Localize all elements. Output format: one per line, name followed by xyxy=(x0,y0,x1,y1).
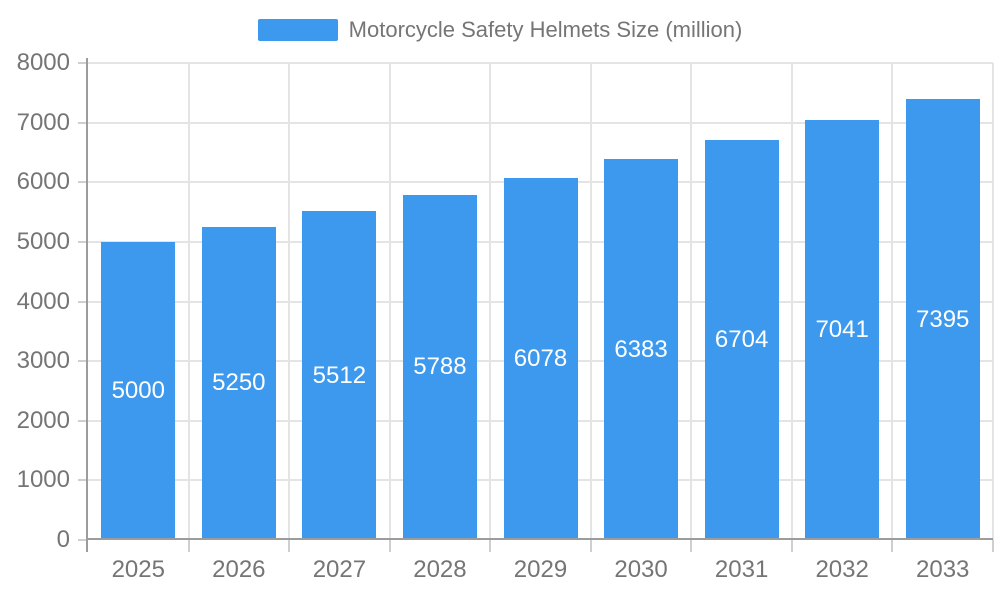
bar-value-label: 5250 xyxy=(212,369,266,397)
y-axis-tick-label: 4000 xyxy=(16,287,70,315)
vertical-gridline xyxy=(589,63,592,540)
x-axis-category-label: 2032 xyxy=(815,556,869,583)
bar-2028[interactable]: 5788 xyxy=(402,194,477,540)
y-axis-tick-label: 6000 xyxy=(16,168,70,196)
bar-value-label: 5788 xyxy=(413,353,467,381)
plot-area: 5000 5250 5512 5788 6078 6383 6704 7041 7395 xyxy=(78,58,994,552)
y-axis-line xyxy=(86,58,88,552)
y-axis-tick-label: 3000 xyxy=(16,347,70,375)
x-axis-category-label: 2030 xyxy=(614,556,668,583)
y-axis-tick xyxy=(78,121,87,124)
x-axis-category-label: 2027 xyxy=(312,556,367,583)
x-axis-tick xyxy=(790,540,793,552)
x-axis-category-label: 2029 xyxy=(513,556,568,583)
x-axis-category-label: 2025 xyxy=(111,556,165,583)
x-axis-line xyxy=(86,538,993,540)
vertical-gridline xyxy=(690,63,693,540)
horizontal-gridline xyxy=(88,121,993,124)
y-axis-tick xyxy=(78,240,87,243)
bar-value-label: 5512 xyxy=(312,361,367,389)
bar-value-label: 6383 xyxy=(614,335,668,363)
y-axis-tick-label: 5000 xyxy=(16,227,70,255)
y-axis-tick xyxy=(78,300,87,303)
x-axis-category-label: 2031 xyxy=(714,556,769,583)
y-axis-tick xyxy=(78,419,87,422)
bar-2025[interactable]: 5000 xyxy=(101,241,176,540)
x-axis-tick xyxy=(187,540,190,552)
bar-2027[interactable]: 5512 xyxy=(302,211,377,540)
bar-2032[interactable]: 7041 xyxy=(805,120,880,540)
x-axis-tick xyxy=(992,540,994,552)
x-axis-category-label: 2033 xyxy=(916,556,970,583)
y-axis-tick-label: 8000 xyxy=(16,49,70,76)
bar-2030[interactable]: 6383 xyxy=(604,159,679,540)
bar-2031[interactable]: 6704 xyxy=(704,140,779,540)
legend[interactable]: Motorcycle Safety Helmets Size (million) xyxy=(0,17,1000,43)
x-axis-tick xyxy=(891,540,894,552)
vertical-gridline xyxy=(992,63,994,540)
vertical-gridline xyxy=(790,63,793,540)
y-axis-tick-label: 1000 xyxy=(16,466,70,494)
vertical-gridline xyxy=(187,63,190,540)
x-axis-tick xyxy=(288,540,291,552)
bar-value-label: 7395 xyxy=(916,305,970,333)
x-axis-tick xyxy=(690,540,693,552)
y-axis-tick xyxy=(78,539,87,541)
vertical-gridline xyxy=(489,63,492,540)
x-axis-labels: 2025 2026 2027 2028 2029 2030 2031 2032 2033 xyxy=(88,556,993,588)
bar-2029[interactable]: 6078 xyxy=(503,177,578,540)
y-axis-tick xyxy=(78,62,87,64)
vertical-gridline xyxy=(388,63,391,540)
x-axis-tick xyxy=(589,540,592,552)
y-axis-tick xyxy=(78,360,87,363)
x-axis-category-label: 2026 xyxy=(212,556,266,583)
vertical-gridline xyxy=(288,63,291,540)
x-axis-category-label: 2028 xyxy=(413,556,467,583)
horizontal-gridline xyxy=(88,62,993,64)
x-axis-tick xyxy=(388,540,391,552)
bar-2026[interactable]: 5250 xyxy=(201,226,276,540)
legend-label: Motorcycle Safety Helmets Size (million) xyxy=(348,17,743,42)
y-axis-tick xyxy=(78,181,87,184)
y-axis-labels: 0 1000 2000 3000 4000 5000 6000 7000 8000 xyxy=(0,49,70,553)
bar-value-label: 7041 xyxy=(815,316,869,344)
legend-swatch xyxy=(257,19,338,41)
y-axis-tick-label: 7000 xyxy=(16,108,70,136)
bar-value-label: 6078 xyxy=(513,344,568,372)
vertical-gridline xyxy=(891,63,894,540)
x-axis-tick xyxy=(489,540,492,552)
bar-value-label: 6704 xyxy=(714,326,769,354)
y-axis-tick-label: 2000 xyxy=(16,406,70,434)
bar-value-label: 5000 xyxy=(111,376,165,404)
y-axis-tick-label: 0 xyxy=(56,526,70,553)
y-axis-tick xyxy=(78,479,87,482)
bar-2033[interactable]: 7395 xyxy=(905,99,980,540)
